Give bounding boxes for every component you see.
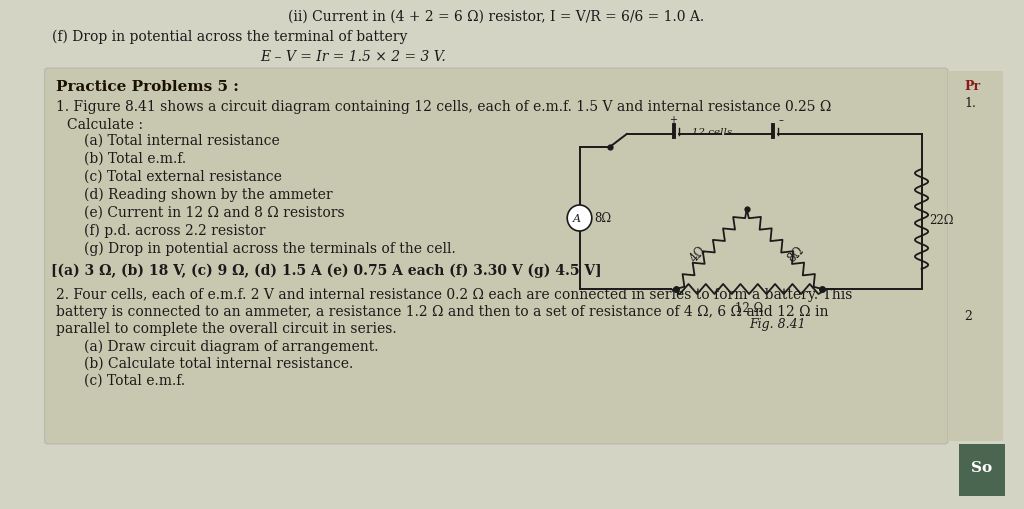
FancyBboxPatch shape xyxy=(948,72,1002,441)
Text: A: A xyxy=(572,214,581,223)
Text: (ii) Current in (4 + 2 = 6 Ω) resistor, I = V/R = 6/6 = 1.0 A.: (ii) Current in (4 + 2 = 6 Ω) resistor, … xyxy=(289,10,705,24)
Text: E – V = Ir = 1.5 × 2 = 3 V.: E – V = Ir = 1.5 × 2 = 3 V. xyxy=(260,50,445,64)
Text: So: So xyxy=(972,460,992,474)
Text: (f) Drop in potential across the terminal of battery: (f) Drop in potential across the termina… xyxy=(52,30,408,44)
Text: 12 Ω: 12 Ω xyxy=(735,301,763,315)
Circle shape xyxy=(567,206,592,232)
Text: –: – xyxy=(778,115,783,125)
FancyBboxPatch shape xyxy=(959,444,1005,496)
Text: (d) Reading shown by the ammeter: (d) Reading shown by the ammeter xyxy=(84,188,333,202)
Text: 8Ω: 8Ω xyxy=(595,212,611,225)
Text: (b) Total e.m.f.: (b) Total e.m.f. xyxy=(84,152,186,165)
Text: Practice Problems 5 :: Practice Problems 5 : xyxy=(56,80,239,94)
FancyBboxPatch shape xyxy=(565,116,936,324)
Text: 4Ω: 4Ω xyxy=(687,243,709,264)
Text: 22Ω: 22Ω xyxy=(929,213,953,226)
Text: 2. Four cells, each of e.m.f. 2 V and internal resistance 0.2 Ω each are connect: 2. Four cells, each of e.m.f. 2 V and in… xyxy=(56,288,852,301)
Text: Fig. 8.41: Fig. 8.41 xyxy=(750,318,806,330)
Text: (a) Total internal resistance: (a) Total internal resistance xyxy=(84,134,281,148)
Text: parallel to complete the overall circuit in series.: parallel to complete the overall circuit… xyxy=(56,321,396,335)
Text: (g) Drop in potential across the terminals of the cell.: (g) Drop in potential across the termina… xyxy=(84,242,456,256)
Text: Calculate :: Calculate : xyxy=(68,118,143,132)
Text: (b) Calculate total internal resistance.: (b) Calculate total internal resistance. xyxy=(84,356,353,370)
Text: ...12 cells: ...12 cells xyxy=(682,127,732,136)
Text: (c) Total e.m.f.: (c) Total e.m.f. xyxy=(84,373,185,387)
Text: (a) Draw circuit diagram of arrangement.: (a) Draw circuit diagram of arrangement. xyxy=(84,340,379,354)
Text: Pr: Pr xyxy=(964,80,980,93)
Text: (f) p.d. across 2.2 resistor: (f) p.d. across 2.2 resistor xyxy=(84,223,266,238)
Text: [(a) 3 Ω, (b) 18 V, (c) 9 Ω, (d) 1.5 A (e) 0.75 A each (f) 3.30 V (g) 4.5 V]: [(a) 3 Ω, (b) 18 V, (c) 9 Ω, (d) 1.5 A (… xyxy=(51,264,601,278)
Text: 8Ω: 8Ω xyxy=(785,243,807,264)
Text: 1.: 1. xyxy=(964,97,976,110)
Text: 1. Figure 8.41 shows a circuit diagram containing 12 cells, each of e.m.f. 1.5 V: 1. Figure 8.41 shows a circuit diagram c… xyxy=(56,100,831,114)
FancyBboxPatch shape xyxy=(45,69,948,444)
Text: (e) Current in 12 Ω and 8 Ω resistors: (e) Current in 12 Ω and 8 Ω resistors xyxy=(84,206,345,219)
Text: 2: 2 xyxy=(964,309,972,322)
Text: +: + xyxy=(669,115,677,125)
Text: battery is connected to an ammeter, a resistance 1.2 Ω and then to a set of resi: battery is connected to an ammeter, a re… xyxy=(56,304,828,318)
Text: (c) Total external resistance: (c) Total external resistance xyxy=(84,169,283,184)
